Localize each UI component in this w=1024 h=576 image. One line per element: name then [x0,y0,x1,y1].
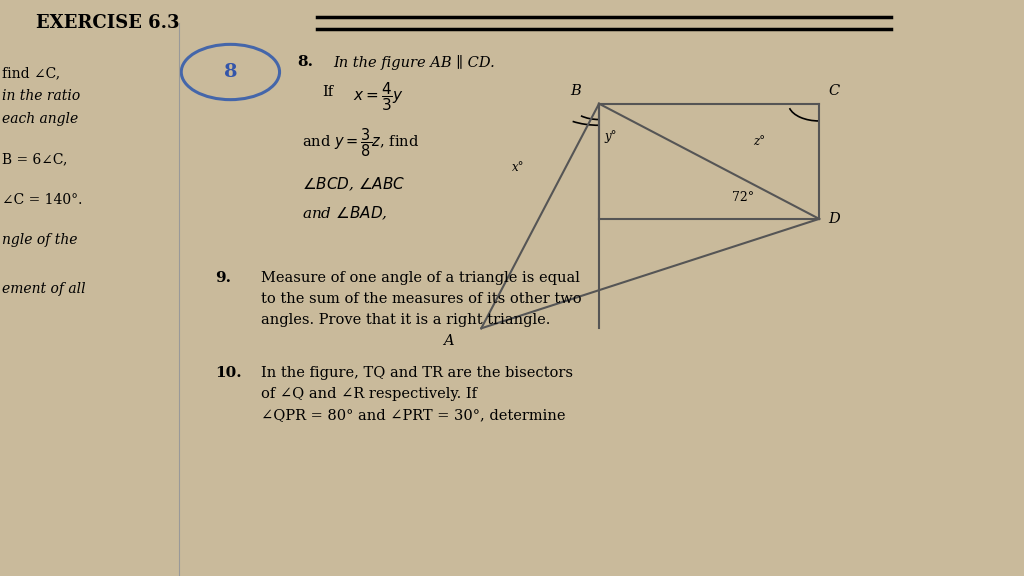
Text: 10.: 10. [215,366,242,380]
Text: in the ratio: in the ratio [2,89,80,103]
Text: D: D [828,212,840,226]
Text: In the figure AB ∥ CD.: In the figure AB ∥ CD. [333,55,495,70]
Text: $\angle BCD$, $\angle ABC$: $\angle BCD$, $\angle ABC$ [302,176,406,193]
Text: Measure of one angle of a triangle is equal
to the sum of the measures of its ot: Measure of one angle of a triangle is eq… [261,271,582,327]
Text: B = 6∠C,: B = 6∠C, [2,153,68,166]
Text: and $y = \dfrac{3}{8}z$, find: and $y = \dfrac{3}{8}z$, find [302,127,420,160]
Text: If: If [323,85,334,99]
Text: find ∠C,: find ∠C, [2,66,60,80]
Text: In the figure, TQ and TR are the bisectors
of ∠Q and ∠R respectively. If
∠QPR = : In the figure, TQ and TR are the bisecto… [261,366,573,422]
Text: 8: 8 [223,63,238,81]
Text: each angle: each angle [2,112,78,126]
Text: $x = \dfrac{4}{3}y$: $x = \dfrac{4}{3}y$ [353,81,404,113]
Text: 72°: 72° [732,191,755,204]
Text: ∠C = 140°.: ∠C = 140°. [2,193,82,207]
Text: C: C [828,85,840,98]
Text: ngle of the: ngle of the [2,233,78,247]
Text: EXERCISE 6.3: EXERCISE 6.3 [36,14,179,32]
Text: z°: z° [753,135,765,149]
Text: 8.: 8. [297,55,313,69]
Text: and $\angle BAD$,: and $\angle BAD$, [302,204,388,222]
Text: ement of all: ement of all [2,282,86,296]
Text: B: B [570,85,581,98]
Text: 9.: 9. [215,271,231,285]
Text: A: A [443,334,454,347]
Text: y°: y° [604,130,616,143]
Text: x°: x° [512,161,524,175]
